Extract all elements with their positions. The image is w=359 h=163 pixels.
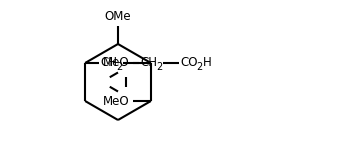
Text: MeO: MeO (103, 95, 130, 108)
Text: CH: CH (140, 55, 157, 68)
Text: CH: CH (100, 55, 117, 68)
Text: H: H (203, 55, 212, 68)
Text: 2: 2 (156, 62, 162, 72)
Text: 2: 2 (196, 62, 202, 72)
Text: 2: 2 (116, 62, 122, 72)
Text: MeO: MeO (103, 57, 130, 69)
Text: CO: CO (180, 55, 197, 68)
Text: OMe: OMe (105, 10, 131, 23)
